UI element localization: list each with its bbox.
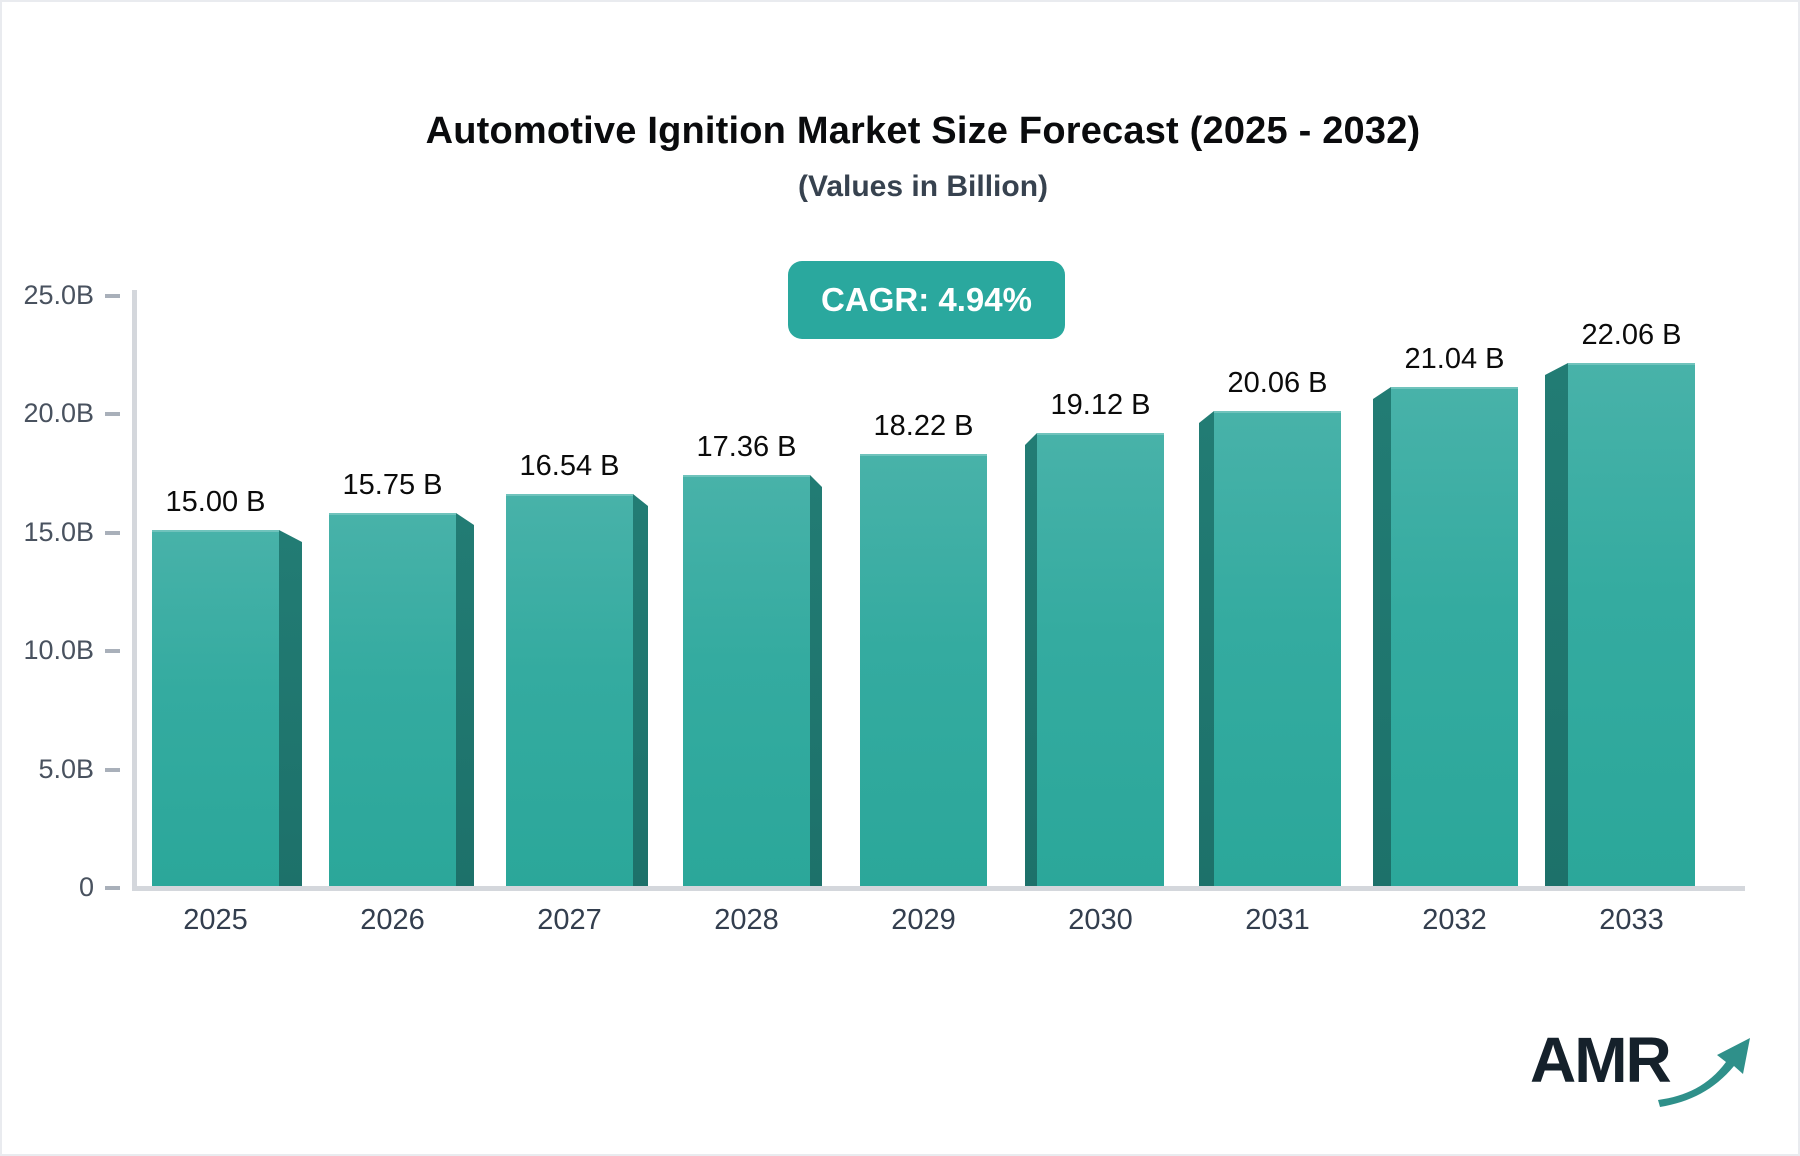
bar-side [1373,387,1391,886]
x-tick-label: 2033 [1599,904,1664,936]
y-axis-tick [105,767,120,772]
bar-front [683,475,810,886]
x-tick-label: 2028 [714,904,779,936]
bar-side [1025,433,1037,886]
bar-value-label: 15.00 B [165,486,266,518]
bar-value-label: 18.22 B [873,410,974,442]
y-axis-tick-label: 25.0B [23,279,94,310]
bar-side [1199,411,1214,886]
growth-arrow-icon [1657,1038,1750,1107]
x-axis-line [132,886,1745,891]
bar-front [506,494,633,886]
page-title: Automotive Ignition Market Size Forecast… [425,110,1421,152]
bar-side [1545,363,1568,886]
y-axis-tick [105,886,120,890]
y-axis-tick-label: 5.0B [38,753,94,784]
bar-value-label: 19.12 B [1050,389,1151,421]
amr-logo: AMR [1530,1028,1756,1112]
x-tick-label: 2025 [183,904,248,936]
y-axis-tick-label: 0 [78,872,94,902]
y-axis-line [132,290,137,891]
amr-logo-text: AMR [1530,1024,1672,1096]
x-tick-label: 2027 [537,904,602,936]
bar-value-label: 22.06 B [1581,319,1682,351]
bar-front [329,513,456,886]
y-axis-tick [105,412,120,416]
cagr-badge: CAGR: 4.94% [788,261,1065,339]
bar-side [456,513,474,886]
bar-value-label: 21.04 B [1404,343,1505,375]
x-tick-label: 2032 [1422,904,1487,936]
bar-value-label: 15.75 B [342,469,443,501]
y-axis-tick [105,649,120,653]
y-axis-tick-label: 20.0B [23,398,94,428]
chart-subtitle: (Values in Billion) [797,170,1049,203]
y-axis-tick [105,293,120,298]
x-tick-label: 2026 [360,904,425,936]
bar-front [152,530,279,886]
y-axis-tick [105,530,120,535]
bar-front [1037,433,1164,886]
y-axis-tick-label: 10.0B [23,635,94,665]
bar-value-label: 20.06 B [1227,367,1328,399]
bar-front [1391,387,1518,886]
bar-side [810,475,822,886]
bar-side [633,494,648,886]
x-tick-label: 2031 [1245,904,1310,936]
bar-side [279,530,302,886]
bar-value-label: 17.36 B [696,431,797,463]
bar-front [860,454,987,886]
bar-front [1214,411,1341,886]
x-tick-label: 2029 [891,904,956,936]
x-tick-label: 2030 [1068,904,1133,936]
bar-value-label: 16.54 B [519,450,620,482]
bar-front [1568,363,1695,886]
y-axis-tick-label: 15.0B [23,516,94,547]
